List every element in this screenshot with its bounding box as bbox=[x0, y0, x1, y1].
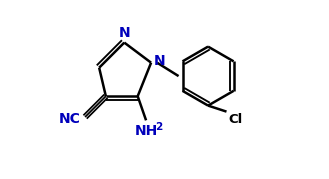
Text: N: N bbox=[118, 26, 130, 40]
Text: N: N bbox=[154, 54, 165, 68]
Text: NC: NC bbox=[59, 112, 81, 126]
Text: Cl: Cl bbox=[228, 113, 242, 126]
Text: NH: NH bbox=[135, 124, 158, 138]
Text: 2: 2 bbox=[155, 122, 163, 132]
